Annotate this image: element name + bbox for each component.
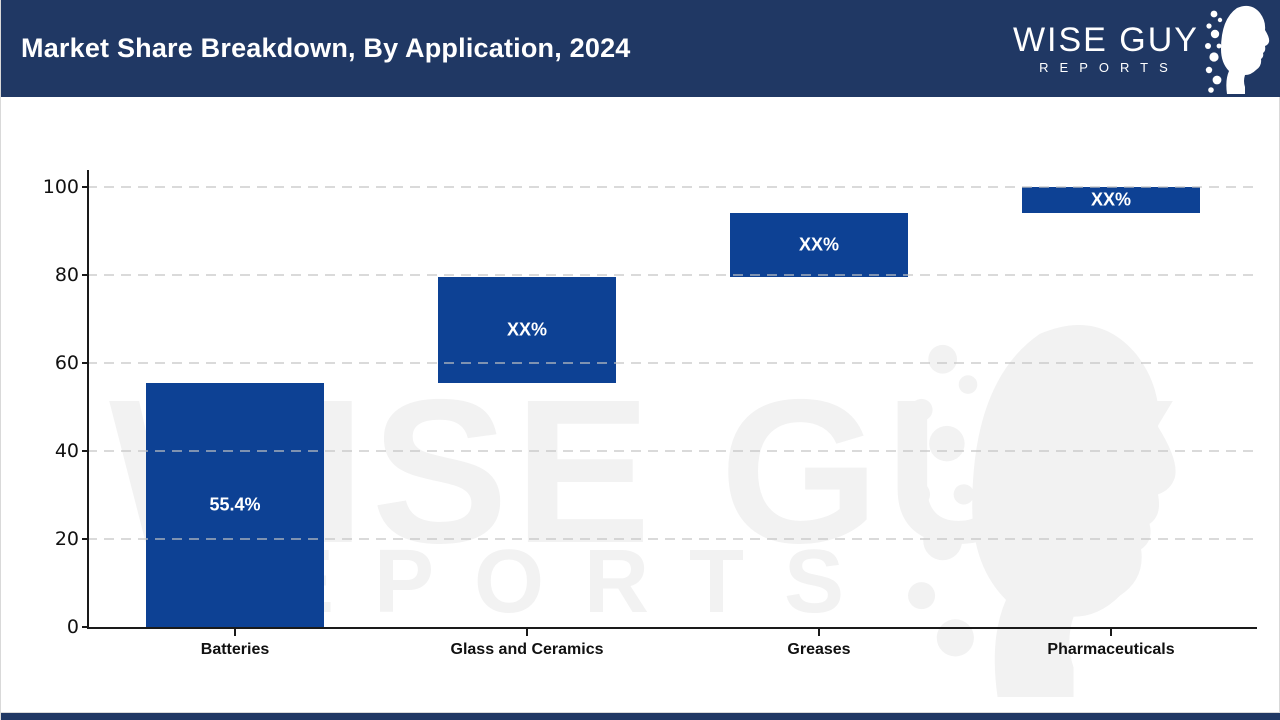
y-axis-tick-label-80: 80 — [54, 264, 79, 286]
x-axis-tick-mark — [526, 629, 528, 636]
bar-value-label: 55.4% — [209, 494, 261, 515]
x-axis-category-label-greases: Greases — [787, 641, 851, 658]
y-axis-tick-mark — [82, 538, 89, 540]
x-axis-tick-mark — [1110, 629, 1112, 636]
head-profile-logo-icon — [1205, 5, 1270, 94]
brand-subtitle: REPORTS — [1039, 60, 1179, 75]
y-axis-tick-label-100: 100 — [42, 176, 79, 198]
brand-logo-text: WISE GUY REPORTS — [1013, 23, 1199, 74]
y-axis-tick-mark — [82, 274, 89, 276]
y-axis-tick-label-0: 0 — [66, 616, 79, 638]
x-axis-tick-mark — [818, 629, 820, 636]
gridline-y80 — [87, 274, 1257, 276]
bar-batteries — [146, 383, 324, 627]
chart-title: Market Share Breakdown, By Application, … — [21, 33, 631, 63]
bar-pharmaceuticals — [1022, 187, 1200, 214]
header-bar: Market Share Breakdown, By Application, … — [1, 0, 1280, 97]
brand-name: WISE GUY — [1012, 21, 1199, 59]
brand-logo: WISE GUY REPORTS — [1013, 4, 1280, 94]
x-axis-category-label-batteries: Batteries — [200, 641, 270, 658]
y-axis-tick-label-40: 40 — [54, 440, 79, 462]
footer-hairline — [1, 712, 1280, 713]
x-axis-category-label-pharmaceuticals: Pharmaceuticals — [1047, 641, 1175, 658]
x-axis-line — [87, 627, 1257, 629]
gridline-y100 — [87, 186, 1257, 188]
x-axis-category-label-glass-and-ceramics: Glass and Ceramics — [450, 641, 604, 658]
gridline-y40 — [87, 450, 1257, 452]
y-axis-tick-mark — [82, 186, 89, 188]
footer-bar — [1, 713, 1280, 720]
y-axis-tick-label-20: 20 — [54, 528, 79, 550]
chart-plot-area: WISE GUY REPORTS 55.4% XX% XX% XX% 0 20 40 60 80… — [1, 97, 1280, 713]
y-axis-tick-mark — [82, 450, 89, 452]
y-axis-tick-mark — [82, 626, 89, 628]
watermark-head-profile-icon — [904, 324, 1176, 697]
y-axis-tick-label-60: 60 — [54, 352, 79, 374]
y-axis-line — [87, 170, 89, 629]
bar-value-label: XX% — [798, 234, 840, 255]
y-axis-tick-mark — [82, 362, 89, 364]
x-axis-tick-mark — [234, 629, 236, 636]
bar-glass-and-ceramics — [438, 277, 616, 384]
bar-greases — [730, 213, 908, 278]
gridline-y60 — [87, 362, 1257, 364]
gridline-y20 — [87, 538, 1257, 540]
bar-value-label: XX% — [506, 319, 548, 340]
bar-value-label: XX% — [1090, 189, 1132, 210]
